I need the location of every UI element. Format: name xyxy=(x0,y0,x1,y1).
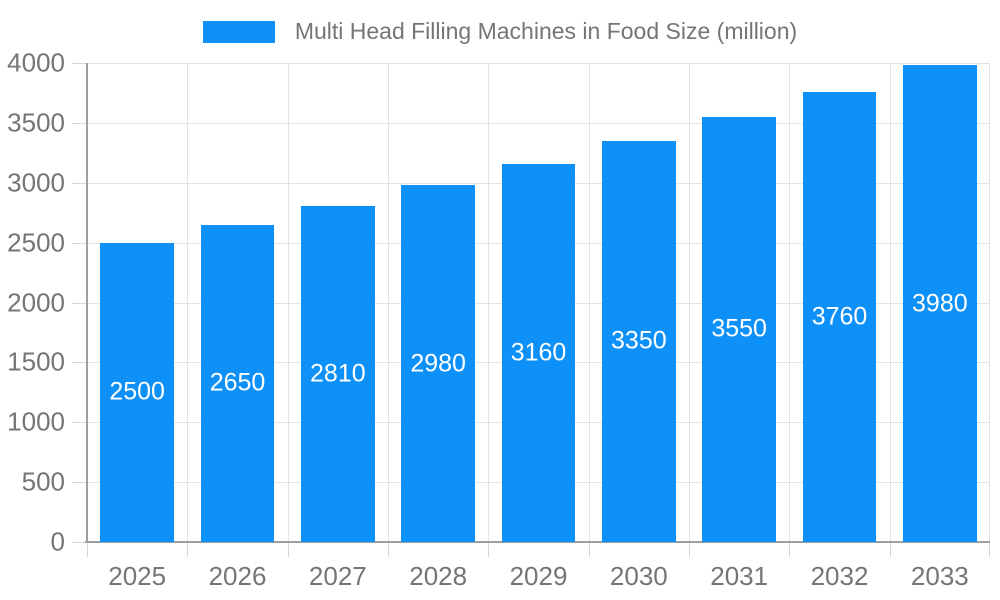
bar-2032[interactable] xyxy=(802,91,877,542)
x-axis-tick xyxy=(689,542,690,557)
x-axis-tick xyxy=(588,542,590,557)
x-axis-tick xyxy=(789,542,791,557)
bar-2026[interactable] xyxy=(200,224,275,542)
y-axis-tick xyxy=(72,362,87,364)
y-axis-tick-label: 1500 xyxy=(7,346,65,377)
x-axis-tick xyxy=(187,542,189,557)
x-gridline xyxy=(989,63,990,542)
y-axis-tick-label: 2000 xyxy=(7,287,65,317)
y-gridline xyxy=(87,63,990,64)
x-gridline xyxy=(488,63,490,542)
x-gridline xyxy=(187,63,189,542)
x-axis-tick-label: 2027 xyxy=(308,561,367,591)
bar-2027[interactable] xyxy=(300,205,375,542)
bar-2029[interactable] xyxy=(501,163,576,542)
y-axis-tick xyxy=(72,302,87,304)
y-axis-tick xyxy=(72,482,87,484)
y-axis-tick xyxy=(72,182,87,184)
x-axis-tick xyxy=(287,542,289,557)
x-gridline xyxy=(388,63,389,542)
x-axis-tick-label: 2033 xyxy=(910,561,969,591)
y-gridline xyxy=(87,122,990,124)
x-gridline xyxy=(588,63,590,542)
x-gridline xyxy=(689,63,690,542)
x-gridline xyxy=(789,63,791,542)
bar-2030[interactable] xyxy=(601,140,676,542)
y-axis-tick-label: 2500 xyxy=(7,227,65,258)
bar-2031[interactable] xyxy=(702,116,777,542)
x-gridline xyxy=(889,63,891,542)
y-axis-tick-label: 3000 xyxy=(7,167,65,198)
x-gridline xyxy=(287,63,289,542)
chart-legend[interactable]: Multi Head Filling Machines in Food Size… xyxy=(0,18,1000,45)
x-axis-tick xyxy=(488,542,490,557)
x-axis-tick-label: 2025 xyxy=(108,561,167,591)
bar-2025[interactable] xyxy=(100,242,175,542)
x-axis-tick-label: 2031 xyxy=(710,561,769,591)
x-axis-tick xyxy=(989,542,990,557)
bar-2028[interactable] xyxy=(401,185,476,542)
x-axis-line xyxy=(85,541,990,543)
x-axis-tick xyxy=(889,542,891,557)
x-axis-tick-label: 2029 xyxy=(509,561,568,591)
bar-2033[interactable] xyxy=(902,65,977,542)
x-axis-tick-label: 2030 xyxy=(609,561,668,591)
y-axis-tick xyxy=(72,422,87,424)
x-axis-tick-label: 2026 xyxy=(208,561,267,591)
x-axis-tick xyxy=(87,542,88,557)
legend-label: Multi Head Filling Machines in Food Size… xyxy=(294,18,798,44)
plot-area: 0 500 1000 1500 2000 2500 3000 3500 4000 2500 2025… xyxy=(7,48,990,591)
y-axis-tick xyxy=(72,242,87,244)
y-axis-tick xyxy=(72,122,87,124)
legend-swatch-icon xyxy=(202,20,275,43)
x-axis-tick xyxy=(388,542,389,557)
y-axis-tick-label: 1000 xyxy=(7,406,65,437)
y-axis-tick xyxy=(72,63,87,64)
x-axis-tick-label: 2028 xyxy=(409,561,468,591)
y-axis-tick-label: 500 xyxy=(21,466,65,497)
y-axis-tick-label: 4000 xyxy=(7,47,65,78)
x-axis-tick-label: 2032 xyxy=(810,561,869,591)
y-axis-line xyxy=(86,63,88,542)
y-axis-tick-label: 0 xyxy=(50,526,65,557)
y-axis-tick xyxy=(72,542,87,543)
y-axis-tick-label: 3500 xyxy=(7,107,65,138)
